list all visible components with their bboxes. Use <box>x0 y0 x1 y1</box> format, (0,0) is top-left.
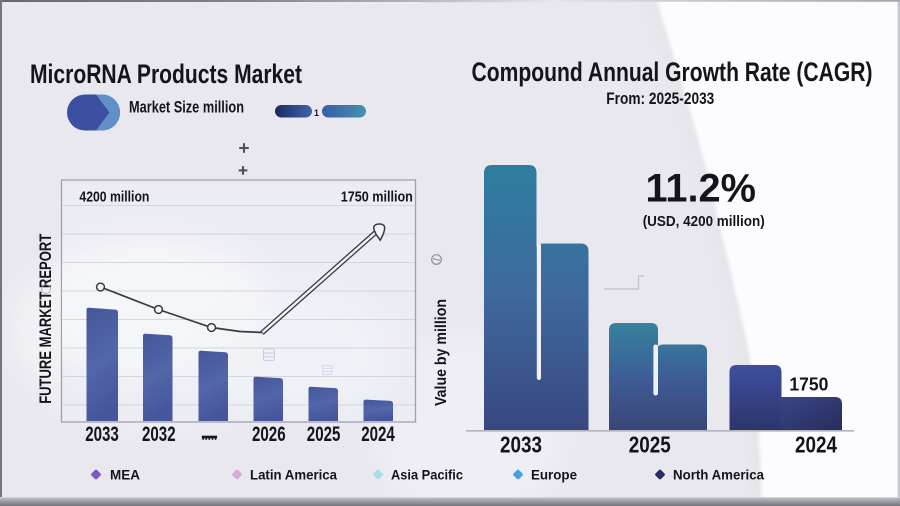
svg-text:2032: 2032 <box>142 422 176 446</box>
svg-text:1750: 1750 <box>789 374 828 394</box>
svg-text:Compound Annual Growth Rate (C: Compound Annual Growth Rate (CAGR) <box>472 57 873 87</box>
svg-text:2024: 2024 <box>795 432 837 458</box>
svg-text:Value by million: Value by million <box>433 299 450 406</box>
svg-text:4200 million: 4200 million <box>79 189 149 205</box>
svg-text:Europe: Europe <box>531 467 577 483</box>
svg-text:2025: 2025 <box>307 422 341 446</box>
svg-text:1750 million: 1750 million <box>341 189 413 205</box>
svg-text:2025: 2025 <box>629 432 671 458</box>
svg-text:North America: North America <box>673 467 764 483</box>
svg-text:From: 2025-2033: From: 2025-2033 <box>606 90 714 108</box>
svg-text:2024: 2024 <box>361 422 395 446</box>
svg-text:FUTURE MARKET REPORT: FUTURE MARKET REPORT <box>36 233 55 403</box>
svg-text:11.2%: 11.2% <box>646 166 757 210</box>
svg-text:Latin America: Latin America <box>250 467 337 483</box>
svg-text:2026: 2026 <box>252 422 286 446</box>
svg-text:Asia Pacific: Asia Pacific <box>391 467 463 483</box>
svg-text:MEA: MEA <box>110 467 140 483</box>
svg-text:2033: 2033 <box>85 422 119 446</box>
svg-text:MicroRNA Products Market: MicroRNA Products Market <box>30 59 302 89</box>
svg-text:Market Size million: Market Size million <box>129 98 244 116</box>
svg-text:1: 1 <box>314 108 319 118</box>
svg-text:2033: 2033 <box>500 432 542 458</box>
svg-text:(USD, 4200 million): (USD, 4200 million) <box>643 213 765 230</box>
